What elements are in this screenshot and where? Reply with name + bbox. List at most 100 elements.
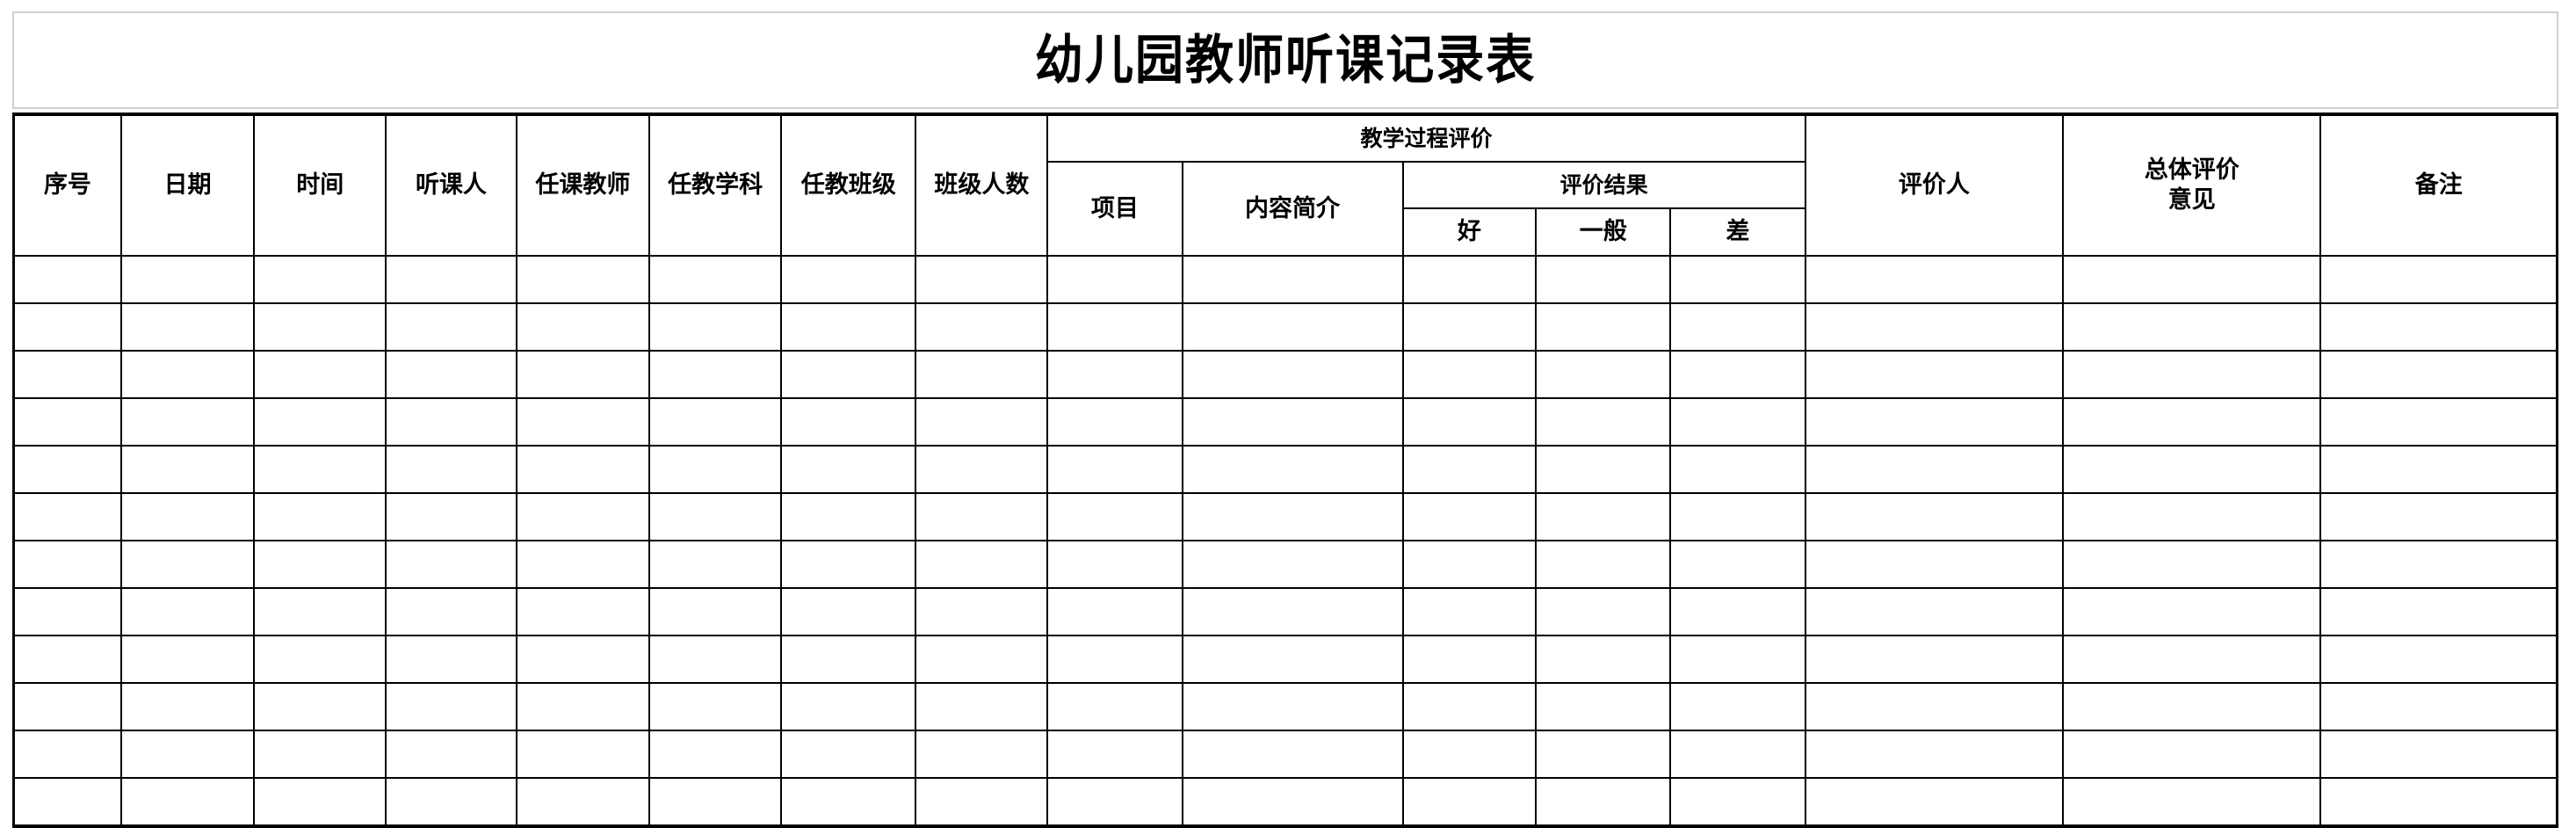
table-cell[interactable] [385,587,517,636]
table-cell[interactable] [1669,635,1806,684]
table-cell[interactable] [119,777,256,827]
table-cell[interactable] [2319,682,2558,731]
table-cell[interactable] [780,445,917,494]
table-cell[interactable] [1046,777,1183,827]
table-cell[interactable] [780,682,917,731]
table-row[interactable] [12,350,2558,399]
table-cell[interactable] [385,397,517,447]
table-cell[interactable] [12,255,122,304]
table-cell[interactable] [515,255,651,304]
table-cell[interactable] [385,540,517,589]
table-cell[interactable] [1669,302,1806,352]
table-cell[interactable] [915,397,1049,447]
table-cell[interactable] [2062,255,2322,304]
table-cell[interactable] [12,492,122,541]
table-cell[interactable] [1535,777,1672,827]
table-row[interactable] [12,397,2558,447]
table-cell[interactable] [915,587,1049,636]
table-cell[interactable] [1181,350,1404,399]
table-cell[interactable] [915,350,1049,399]
table-cell[interactable] [515,777,651,827]
table-cell[interactable] [1669,255,1806,304]
table-cell[interactable] [385,350,517,399]
table-cell[interactable] [1804,587,2065,636]
table-cell[interactable] [515,682,651,731]
table-cell[interactable] [1181,587,1404,636]
table-cell[interactable] [1804,302,2065,352]
table-row[interactable] [12,587,2558,636]
table-row[interactable] [12,540,2558,589]
table-row[interactable] [12,445,2558,494]
table-cell[interactable] [119,492,256,541]
table-cell[interactable] [1804,540,2065,589]
table-cell[interactable] [12,635,122,684]
table-cell[interactable] [12,540,122,589]
table-cell[interactable] [780,492,917,541]
table-cell[interactable] [2062,445,2322,494]
table-cell[interactable] [780,350,917,399]
table-cell[interactable] [1046,587,1183,636]
table-cell[interactable] [253,682,387,731]
table-cell[interactable] [1669,350,1806,399]
table-cell[interactable] [1181,682,1404,731]
table-cell[interactable] [1535,492,1672,541]
table-cell[interactable] [1535,730,1672,779]
table-cell[interactable] [1804,777,2065,827]
table-row[interactable] [12,302,2558,352]
table-cell[interactable] [2062,397,2322,447]
table-cell[interactable] [1669,492,1806,541]
table-cell[interactable] [1669,777,1806,827]
table-cell[interactable] [780,302,917,352]
table-cell[interactable] [1401,682,1538,731]
table-cell[interactable] [12,777,122,827]
table-cell[interactable] [780,777,917,827]
table-cell[interactable] [780,397,917,447]
table-cell[interactable] [515,540,651,589]
table-cell[interactable] [1401,730,1538,779]
table-cell[interactable] [1669,587,1806,636]
table-cell[interactable] [119,445,256,494]
table-cell[interactable] [1535,302,1672,352]
table-cell[interactable] [1669,730,1806,779]
table-cell[interactable] [780,730,917,779]
table-cell[interactable] [2319,730,2558,779]
table-cell[interactable] [119,350,256,399]
table-cell[interactable] [12,350,122,399]
table-cell[interactable] [1046,682,1183,731]
table-cell[interactable] [780,635,917,684]
table-cell[interactable] [1046,302,1183,352]
table-cell[interactable] [12,682,122,731]
table-cell[interactable] [1046,350,1183,399]
table-cell[interactable] [2319,350,2558,399]
table-cell[interactable] [780,540,917,589]
table-cell[interactable] [1535,350,1672,399]
table-cell[interactable] [2062,350,2322,399]
table-cell[interactable] [119,302,256,352]
table-cell[interactable] [1401,777,1538,827]
table-cell[interactable] [1046,255,1183,304]
table-cell[interactable] [119,635,256,684]
table-cell[interactable] [515,730,651,779]
table-cell[interactable] [1535,540,1672,589]
table-cell[interactable] [1046,635,1183,684]
table-cell[interactable] [1401,397,1538,447]
table-cell[interactable] [515,302,651,352]
table-cell[interactable] [648,682,783,731]
table-cell[interactable] [1181,397,1404,447]
table-cell[interactable] [253,540,387,589]
table-cell[interactable] [385,682,517,731]
table-cell[interactable] [648,302,783,352]
table-cell[interactable] [515,397,651,447]
table-cell[interactable] [1669,540,1806,589]
table-cell[interactable] [1669,682,1806,731]
table-cell[interactable] [1804,492,2065,541]
table-cell[interactable] [648,777,783,827]
table-cell[interactable] [253,587,387,636]
table-cell[interactable] [648,587,783,636]
table-cell[interactable] [915,445,1049,494]
table-cell[interactable] [253,492,387,541]
table-cell[interactable] [1046,492,1183,541]
table-cell[interactable] [12,302,122,352]
table-cell[interactable] [1181,255,1404,304]
table-cell[interactable] [1181,540,1404,589]
